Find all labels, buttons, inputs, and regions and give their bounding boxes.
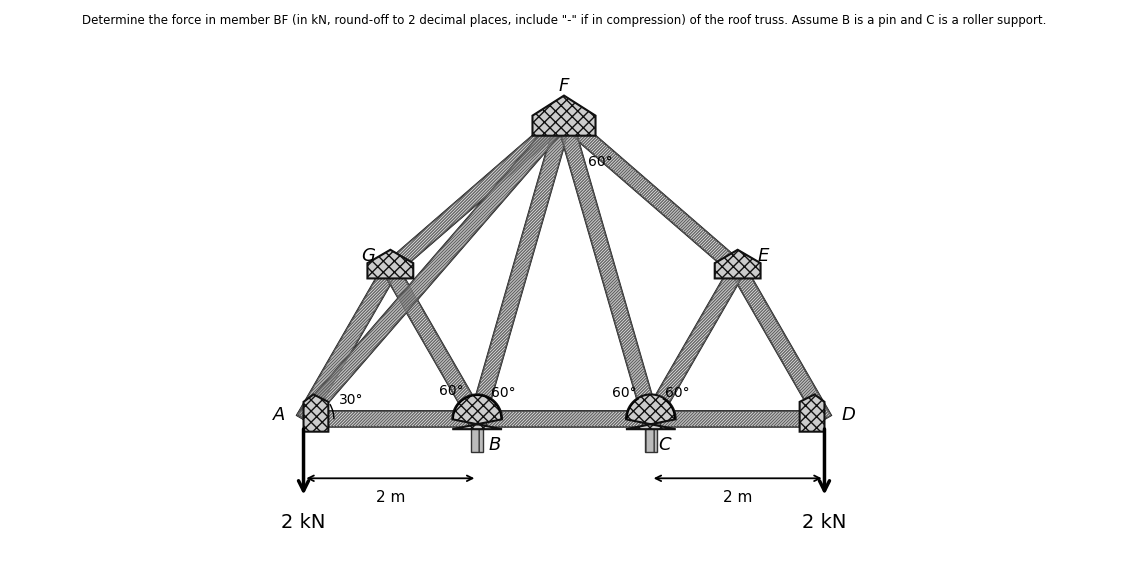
Text: 60°: 60° <box>588 155 613 169</box>
Text: F: F <box>558 76 570 95</box>
Text: G: G <box>362 247 376 265</box>
Polygon shape <box>715 250 760 278</box>
Polygon shape <box>469 117 572 421</box>
Polygon shape <box>558 113 742 275</box>
Polygon shape <box>386 113 570 275</box>
Polygon shape <box>644 265 744 423</box>
Text: Determine the force in member BF (in kN, round-off to 2 decimal places, include : Determine the force in member BF (in kN,… <box>82 14 1046 28</box>
Text: D: D <box>841 406 856 424</box>
Polygon shape <box>472 425 483 452</box>
Text: 2 m: 2 m <box>376 490 405 505</box>
Text: B: B <box>488 436 501 454</box>
Polygon shape <box>303 394 328 432</box>
Text: 2 m: 2 m <box>723 490 752 505</box>
Polygon shape <box>297 265 397 423</box>
Text: 30°: 30° <box>340 393 363 407</box>
Text: 2 kN: 2 kN <box>802 513 847 532</box>
Polygon shape <box>645 425 656 452</box>
Polygon shape <box>303 412 825 427</box>
Polygon shape <box>731 265 831 423</box>
Polygon shape <box>384 265 484 423</box>
Polygon shape <box>452 394 502 429</box>
Text: A: A <box>273 406 285 424</box>
Text: C: C <box>659 436 671 454</box>
Text: 60°: 60° <box>439 385 464 398</box>
Text: 60°: 60° <box>491 386 515 400</box>
Polygon shape <box>368 250 413 278</box>
Polygon shape <box>800 394 825 432</box>
Text: 60°: 60° <box>664 386 689 400</box>
Text: E: E <box>758 247 769 265</box>
Text: 2 kN: 2 kN <box>281 513 326 532</box>
Polygon shape <box>556 117 659 421</box>
Polygon shape <box>532 96 596 135</box>
Polygon shape <box>298 114 570 424</box>
Polygon shape <box>468 419 486 425</box>
Text: 60°: 60° <box>613 386 637 400</box>
Polygon shape <box>626 394 676 429</box>
Polygon shape <box>642 419 660 425</box>
